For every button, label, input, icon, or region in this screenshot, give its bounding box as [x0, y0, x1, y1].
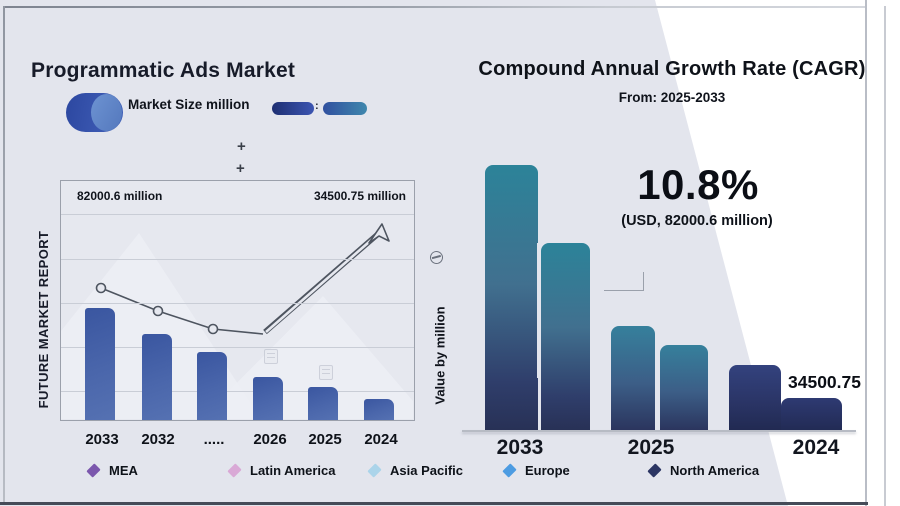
cagr-title: Compound Annual Growth Rate (CAGR) [478, 58, 866, 80]
x-tick-2033: 2033 [85, 431, 119, 448]
frame-left-line [3, 6, 5, 503]
bar-2024 [364, 399, 394, 420]
gridline [61, 214, 414, 215]
diamond-marker-icon [647, 463, 662, 478]
annotation-end-value: 34500.75 million [313, 189, 406, 203]
bar-dots [197, 352, 227, 420]
cagr-bar-2033-primary [485, 165, 538, 430]
gridline [61, 303, 414, 304]
plus-icon: + [237, 138, 246, 155]
diamond-marker-icon [367, 463, 382, 478]
cylinder-icon [66, 93, 123, 132]
gridline [61, 259, 414, 260]
bar-2032 [142, 334, 172, 420]
frame-right-line [865, 0, 867, 506]
diamond-marker-icon [227, 463, 242, 478]
divider-line [884, 6, 886, 506]
bar-2033 [85, 308, 115, 420]
legend-item-latin-america: Latin America [227, 463, 336, 478]
frame-top-line [4, 6, 866, 8]
cagr-bar-2025-primary [611, 326, 655, 430]
legend-item-europe: Europe [502, 463, 570, 478]
brand-side-label: FUTURE MARKET REPORT [36, 230, 51, 409]
cagr-bar-2025-secondary [660, 345, 708, 430]
cylinder-cap [91, 94, 122, 131]
page-title: Programmatic Ads Market [31, 59, 296, 82]
cagr-bar-2024-secondary [781, 398, 842, 430]
cagr-x-tick-2033: 2033 [496, 436, 544, 459]
x-tick-2026: 2026 [253, 431, 287, 448]
cagr-header: Compound Annual Growth Rate (CAGR) From:… [460, 58, 884, 105]
legend-label: MEA [109, 463, 138, 478]
document-watermark-icon [264, 349, 278, 364]
bar-slit [537, 243, 541, 378]
cagr-bar-2033-secondary [541, 243, 590, 430]
x-tick-dots: ..... [203, 431, 225, 448]
x-tick-2032: 2032 [141, 431, 175, 448]
legend-label: Europe [525, 463, 570, 478]
gridline [61, 391, 414, 392]
legend-label: North America [670, 463, 760, 478]
cagr-x-tick-2024: 2024 [792, 436, 840, 459]
gradient-pill-icon [323, 102, 367, 115]
step-bracket-icon [604, 272, 644, 291]
diamond-marker-icon [86, 463, 101, 478]
x-tick-2024: 2024 [364, 431, 398, 448]
cagr-subtitle: From: 2025-2033 [618, 90, 726, 105]
cagr-value: 10.8% [637, 161, 759, 208]
cagr-bar-annotation: 34500.75 [788, 372, 861, 392]
circle-minus-icon [428, 249, 445, 266]
annotation-start-value: 82000.6 million [77, 189, 163, 203]
legend-item-asia-pacific: Asia Pacific [367, 463, 463, 478]
diamond-marker-icon [502, 463, 517, 478]
legend-label: Latin America [250, 463, 336, 478]
cagr-bar-2024-primary [729, 365, 781, 430]
bar-slit [655, 345, 660, 393]
bar-2026 [253, 377, 283, 420]
bar-2025 [308, 387, 338, 420]
frame-bottom-line [0, 502, 868, 505]
gridline [61, 347, 414, 348]
pill-separator: : [315, 100, 319, 112]
legend-item-north-america: North America [647, 463, 760, 478]
y-axis-label: Value by million [432, 306, 448, 405]
market-size-legend-label: Market Size million [128, 97, 250, 112]
gradient-pill-icon [272, 102, 314, 115]
legend-item-mea: MEA [86, 463, 138, 478]
x-tick-2025: 2025 [308, 431, 342, 448]
cagr-x-tick-2025: 2025 [627, 436, 675, 459]
document-watermark-icon [319, 365, 333, 380]
plus-icon: + [236, 160, 245, 177]
market-size-chart: 82000.6 million 34500.75 million [60, 180, 415, 421]
x-axis-line [462, 430, 856, 432]
legend-label: Asia Pacific [390, 463, 463, 478]
cagr-note: (USD, 82000.6 million) [621, 213, 773, 229]
